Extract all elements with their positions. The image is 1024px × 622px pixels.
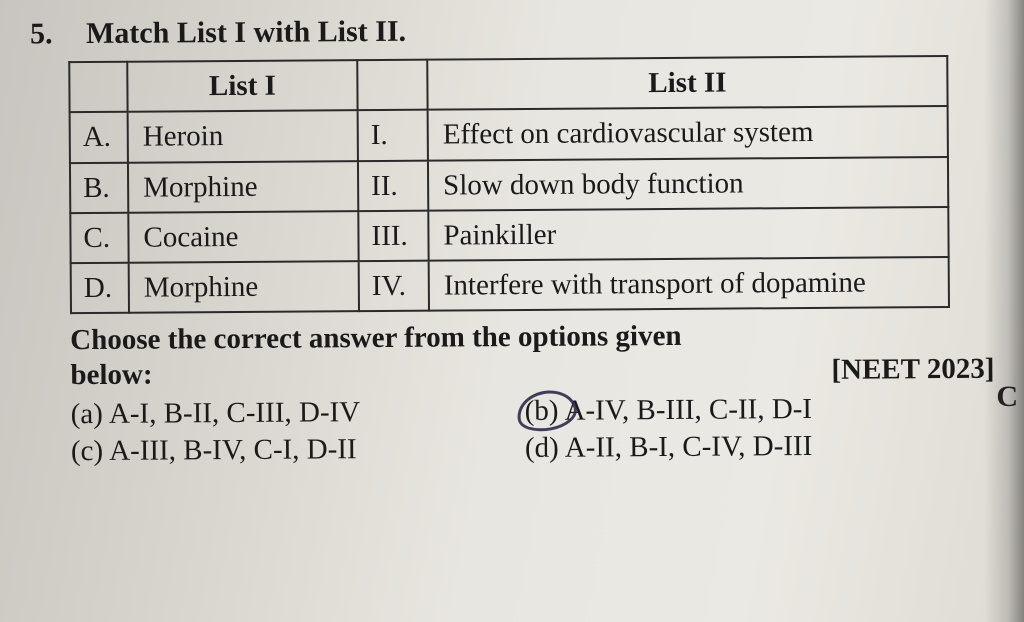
question-line: 5. Match List I with List II. [30,11,1012,52]
header-blank-2 [357,60,427,111]
row-item2: Interfere with transport of dopamine [429,257,949,311]
row-num: II. [358,160,428,211]
book-gutter-shadow [984,0,1024,622]
header-blank-1 [69,62,127,113]
option-a: (a) A-I, B-II, C-III, D-IV [71,395,501,431]
stray-letter: C [996,380,1018,414]
choose-text-1: Choose the correct answer from the optio… [70,318,682,359]
option-value: A-IV, B-III, C-II, D-I [564,392,812,427]
row-item1: Morphine [128,161,358,213]
option-value: A-I, B-II, C-III, D-IV [109,396,360,431]
row-num: I. [358,110,428,161]
row-label: C. [70,212,128,263]
options-block: (a) A-I, B-II, C-III, D-IV (b) A-IV, B-I… [71,391,1015,468]
row-label: A. [70,112,128,163]
option-d: (d) A-II, B-I, C-IV, D-III [525,428,955,464]
option-key: (b) [525,394,559,427]
row-label: B. [70,162,128,213]
table-row: C. Cocaine III. Painkiller [70,207,948,263]
page: 5. Match List I with List II. List I Lis… [26,5,1016,618]
option-key: (d) [525,431,559,464]
option-b: (b) A-IV, B-III, C-II, D-I [525,391,955,427]
row-num: III. [358,210,428,261]
row-item2: Effect on cardiovascular system [428,106,948,160]
table-header-row: List I List II [69,56,947,112]
table-row: D. Morphine IV. Interfere with transport… [71,257,949,313]
choose-line2-row: below: [NEET 2023] [70,352,994,391]
row-item2: Slow down body function [428,157,948,211]
exam-tag: [NEET 2023] [831,352,994,386]
option-key: (a) [71,397,103,430]
row-label: D. [71,263,129,314]
options-row: (c) A-III, B-IV, C-I, D-II (d) A-II, B-I… [71,428,1015,468]
row-num: IV. [359,261,429,312]
header-list1: List I [127,60,357,112]
row-item1: Heroin [128,110,358,162]
option-key: (c) [71,434,103,467]
question-number: 5. [30,17,72,51]
option-c: (c) A-III, B-IV, C-I, D-II [71,432,501,468]
table-row: B. Morphine II. Slow down body function [70,157,948,213]
choose-text-2: below: [70,358,152,392]
row-item1: Cocaine [128,211,358,263]
option-value: A-III, B-IV, C-I, D-II [109,433,357,468]
question-prompt: Match List I with List II. [86,15,406,51]
row-item1: Morphine [129,261,359,313]
options-row: (a) A-I, B-II, C-III, D-IV (b) A-IV, B-I… [71,391,1015,431]
row-item2: Painkiller [428,207,948,261]
option-value: A-II, B-I, C-IV, D-III [565,429,813,464]
table-row: A. Heroin I. Effect on cardiovascular sy… [70,106,948,162]
match-table: List I List II A. Heroin I. Effect on ca… [68,55,950,314]
header-list2: List II [427,56,947,110]
